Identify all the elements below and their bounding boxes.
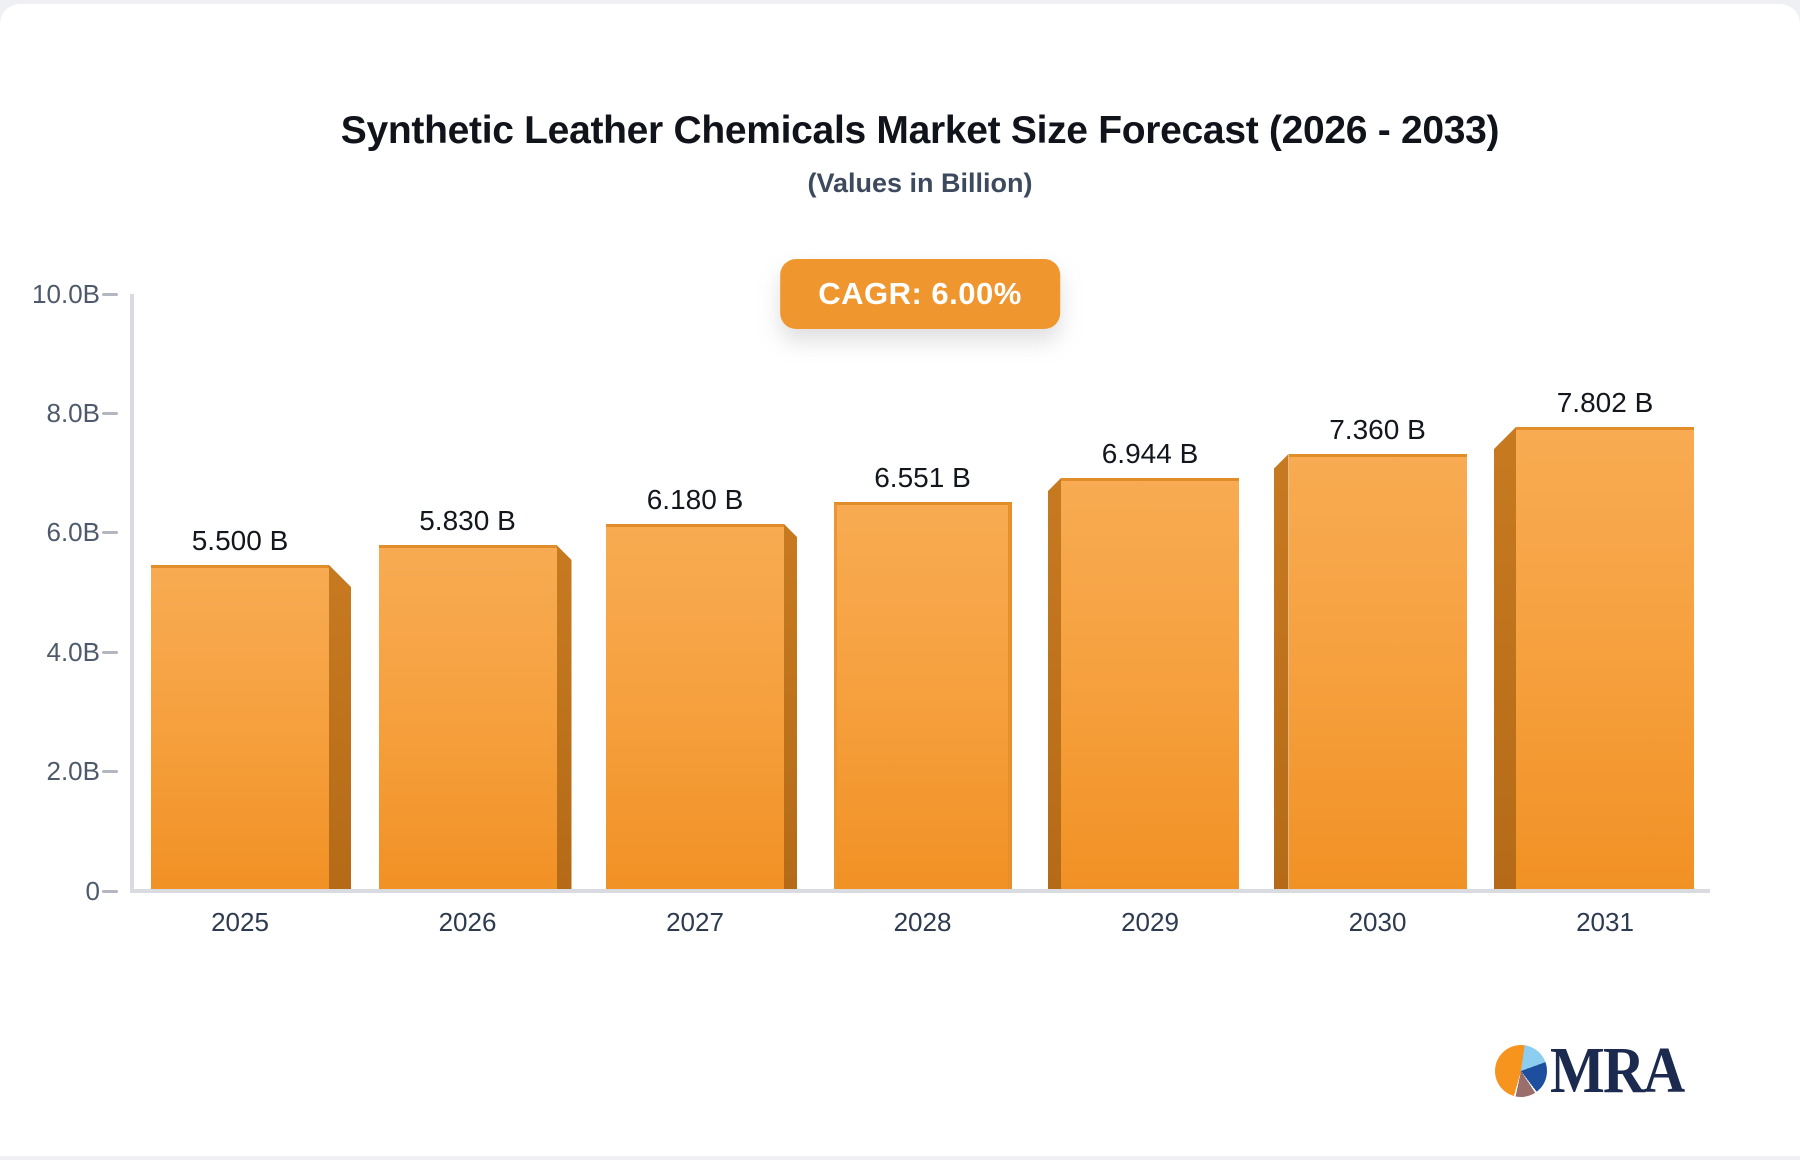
y-axis-tick-mark [102,890,118,893]
y-axis-tick-label: 6.0B [46,517,101,547]
bar-side-face [329,565,351,893]
bar-value-label: 6.551 B [874,462,971,493]
y-axis-line [130,294,134,893]
bar-2025 [151,565,329,893]
bar-value-label: 7.360 B [1329,414,1426,445]
y-axis-tick-label: 8.0B [46,398,101,428]
bar-2029 [1061,478,1239,893]
y-axis-tick-label: 10.0B [32,279,100,309]
chart-card: Synthetic Leather Chemicals Market Size … [0,4,1800,1156]
x-axis-label-2026: 2026 [438,907,497,937]
bar-2028 [833,502,1012,893]
y-axis-tick-mark [102,412,118,415]
pie-chart-icon [1495,1045,1548,1097]
y-axis-tick-mark [102,770,118,773]
y-axis-tick-mark [102,531,118,534]
x-axis-label-2025: 2025 [211,907,269,937]
bar-side-face [1494,427,1516,893]
bar-2030 [1288,454,1467,893]
x-axis-label-2027: 2027 [666,907,724,937]
y-axis-tick-label: 2.0B [46,756,101,786]
chart-title: Synthetic Leather Chemicals Market Size … [340,109,1500,152]
y-axis-tick-mark [102,293,118,296]
bar-side-face [1273,454,1289,893]
bar-plot-area: 5.500 B 5.830 B 6.180 B 6.551 B 6.944 B 7.360… [130,294,1710,893]
bar-value-label: 5.830 B [419,505,516,536]
x-axis-label-2031: 2031 [1576,907,1634,937]
bar-2031 [1516,427,1694,893]
bar-value-label: 7.802 B [1556,387,1654,418]
bar-value-label: 5.500 B [191,525,289,556]
bar-value-label: 6.180 B [646,484,744,515]
bar-side-face [1048,478,1061,893]
mra-logo: MRA [1495,1038,1702,1104]
y-axis-tick-label: 0 [85,876,100,906]
x-axis-label-2028: 2028 [893,907,952,937]
logo-text: MRA [1550,1034,1685,1107]
bar-2026 [378,545,557,893]
x-axis-label-2029: 2029 [1121,907,1179,937]
chart-subtitle: (Values in Billion) [807,168,1033,198]
bar-2027 [606,524,784,893]
bar-side-face [784,524,797,893]
bar-value-label: 6.944 B [1101,438,1199,469]
x-axis-label-2030: 2030 [1348,907,1407,937]
y-axis-tick-label: 4.0B [46,637,101,667]
y-axis-tick-mark [102,651,118,654]
cagr-badge: CAGR: 6.00% [780,259,1060,329]
x-axis-line [130,889,1710,893]
bar-side-face [556,545,572,893]
